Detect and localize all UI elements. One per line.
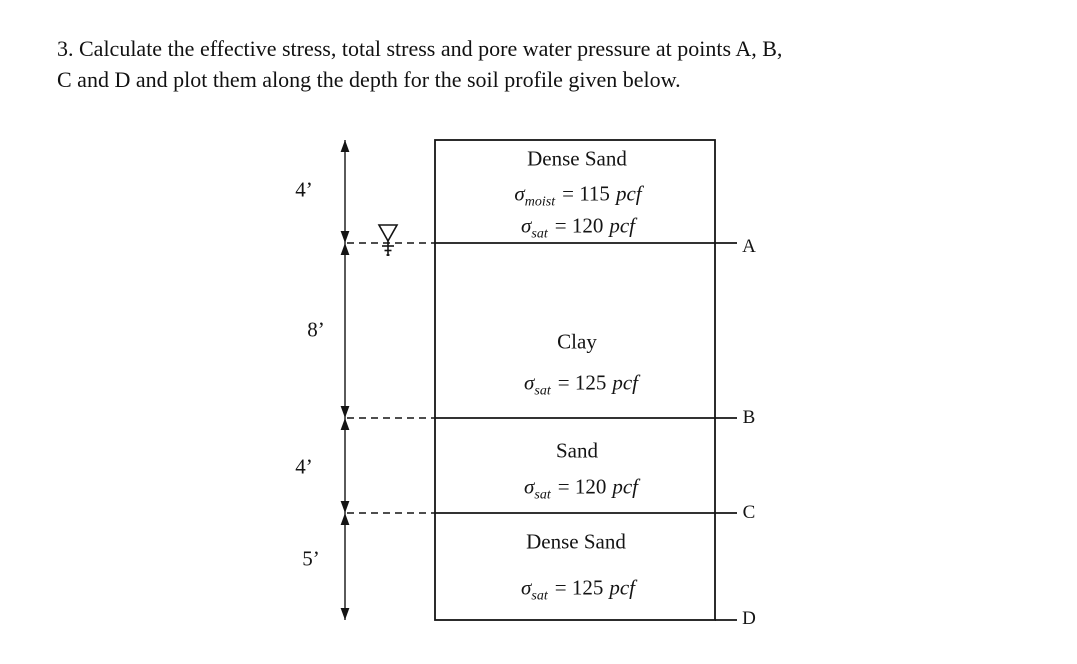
thickness-label-layer3: 4’ (295, 454, 313, 479)
layer1-property-sat: σsat = 120 pcf (521, 213, 635, 242)
layer1-property-moist: σmoist = 115 pcf (514, 181, 641, 210)
water-table-triangle (377, 224, 399, 243)
point-label-b: B (742, 407, 756, 428)
property-value: = 125 (557, 370, 607, 395)
sigma-symbol: σ (521, 575, 532, 600)
arrow-down-a (340, 231, 350, 243)
sigma-subscript: sat (531, 588, 548, 604)
property-value: = 115 (562, 181, 610, 206)
layer3-name: Sand (556, 438, 598, 463)
layer2-name: Clay (557, 329, 597, 354)
point-label-c: C (742, 502, 756, 523)
dashed-extension-lines (347, 242, 435, 514)
water-table-icon (377, 224, 399, 256)
arrow-up-c (340, 513, 350, 525)
layer4-name: Dense Sand (526, 529, 626, 554)
sigma-subscript: moist (524, 194, 556, 210)
property-value: = 120 (557, 474, 607, 499)
problem-statement: 3. Calculate the effective stress, total… (57, 33, 782, 95)
problem-line-2: C and D and plot them along the depth fo… (57, 67, 681, 92)
sigma-subscript: sat (534, 487, 551, 503)
thickness-label-layer4: 5’ (302, 546, 320, 571)
property-unit: pcf (615, 181, 642, 206)
sigma-subscript: sat (534, 383, 551, 399)
arrow-up-b (340, 418, 350, 430)
arrow-down-bottom (340, 608, 350, 620)
property-unit: pcf (609, 213, 635, 238)
property-value: = 120 (554, 213, 604, 238)
sigma-symbol: σ (524, 474, 535, 499)
sigma-symbol: σ (521, 213, 532, 238)
soil-column-outline (434, 139, 716, 621)
problem-line-1: 3. Calculate the effective stress, total… (57, 36, 783, 61)
layer4-property-sat: σsat = 125 pcf (521, 575, 635, 604)
layer2-property-sat: σsat = 125 pcf (524, 370, 638, 399)
arrow-down-b (340, 406, 350, 418)
sigma-symbol: σ (514, 181, 525, 206)
property-unit: pcf (609, 575, 635, 600)
property-unit: pcf (612, 474, 638, 499)
point-label-d: D (742, 608, 756, 629)
thickness-label-layer1: 4’ (295, 177, 313, 202)
layer3-property-sat: σsat = 120 pcf (524, 474, 638, 503)
property-unit: pcf (612, 370, 638, 395)
arrow-up-a (340, 243, 350, 255)
property-value: = 125 (554, 575, 604, 600)
arrow-up-top (340, 140, 350, 152)
arrow-down-c (340, 501, 350, 513)
sigma-subscript: sat (531, 226, 548, 242)
layer1-name: Dense Sand (527, 146, 627, 171)
thickness-label-layer2: 8’ (307, 317, 325, 342)
dimension-arrowheads (340, 140, 350, 620)
sigma-symbol: σ (524, 370, 535, 395)
depth-dimension-line (340, 140, 350, 620)
point-label-a: A (742, 236, 756, 257)
soil-column (434, 139, 737, 621)
